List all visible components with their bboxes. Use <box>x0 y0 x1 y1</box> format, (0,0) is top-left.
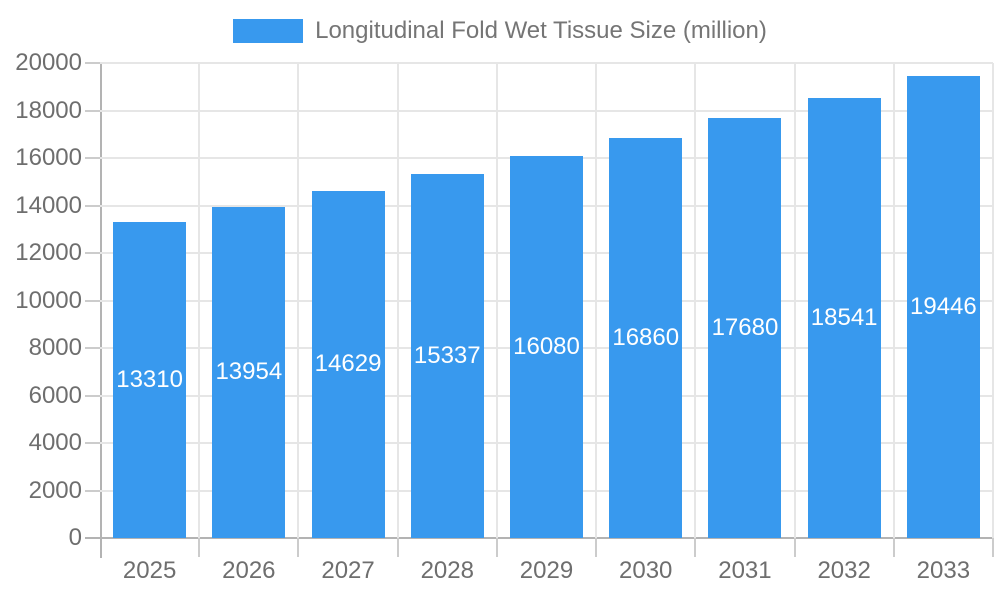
gridline-vertical <box>495 63 498 538</box>
gridline-vertical <box>396 63 399 538</box>
x-axis-label: 2027 <box>321 557 375 584</box>
bar-value-label: 13310 <box>116 365 183 393</box>
y-axis-label: 8000 <box>28 334 82 361</box>
y-axis-label: 12000 <box>15 239 82 266</box>
bar-2031[interactable]: 17680 <box>708 118 782 538</box>
x-axis-label: 2031 <box>718 557 772 584</box>
y-axis-label: 0 <box>68 524 82 551</box>
bar-value-label: 18541 <box>810 303 878 331</box>
y-axis-label: 16000 <box>15 144 82 171</box>
y-axis-line <box>100 63 102 558</box>
gridline-vertical <box>297 63 300 538</box>
x-axis-tick <box>297 538 300 557</box>
gridline-horizontal <box>100 62 993 64</box>
gridline-vertical <box>992 63 994 538</box>
x-axis-label: 2030 <box>619 557 673 584</box>
y-axis-label: 20000 <box>15 49 82 76</box>
x-axis-tick <box>198 538 201 557</box>
bar-value-label: 15337 <box>413 341 481 369</box>
plot-area: 13310 13954 14629 15337 16080 16860 17680 18541… <box>100 62 994 538</box>
bar-2027[interactable]: 14629 <box>311 190 385 538</box>
x-axis-tick <box>694 538 697 557</box>
bar-2032[interactable]: 18541 <box>807 97 881 538</box>
y-axis-tick <box>85 299 100 302</box>
x-axis-tick <box>992 538 994 557</box>
bar-value-label: 13954 <box>215 358 283 386</box>
bar-value-label: 16080 <box>513 333 580 361</box>
y-axis-label: 14000 <box>15 191 82 219</box>
bar-value-label: 19446 <box>910 293 977 321</box>
bar-value-label: 16860 <box>612 323 680 351</box>
legend-label: Longitudinal Fold Wet Tissue Size (milli… <box>315 17 767 44</box>
legend-swatch <box>233 19 304 43</box>
y-axis-label: 6000 <box>28 381 82 409</box>
bar-value-label: 14629 <box>314 350 382 378</box>
y-axis-tick <box>85 109 100 112</box>
x-axis-tick <box>793 538 796 557</box>
y-axis-tick <box>85 442 100 444</box>
y-axis-tick <box>85 489 100 492</box>
gridline-vertical <box>595 63 598 538</box>
bar-2026[interactable]: 13954 <box>212 206 286 538</box>
gridline-vertical <box>793 63 796 538</box>
y-axis-label: 18000 <box>15 96 82 124</box>
gridline-horizontal <box>100 109 993 112</box>
x-axis-tick <box>892 538 895 557</box>
x-axis-label: 2033 <box>916 557 971 584</box>
bar-2033[interactable]: 19446 <box>906 76 980 538</box>
x-axis-label: 2025 <box>122 557 177 584</box>
x-axis-tick <box>396 538 399 557</box>
y-axis-tick <box>85 347 100 349</box>
x-axis-label: 2026 <box>222 557 276 584</box>
bar-2025[interactable]: 13310 <box>113 221 187 538</box>
bar-value-label: 17680 <box>711 314 779 342</box>
chart-legend[interactable]: Longitudinal Fold Wet Tissue Size (milli… <box>0 16 1000 46</box>
y-axis-label: 2000 <box>28 476 82 504</box>
y-axis-tick <box>85 204 100 207</box>
y-axis-tick <box>85 394 100 397</box>
gridline-vertical <box>892 63 895 538</box>
y-axis-label: 4000 <box>28 429 82 456</box>
y-axis-tick <box>85 252 100 254</box>
y-axis-label: 10000 <box>15 286 82 314</box>
x-axis-label: 2028 <box>420 557 474 584</box>
x-axis-label: 2029 <box>519 557 574 584</box>
x-axis-line <box>85 537 994 539</box>
gridline-vertical <box>198 63 201 538</box>
x-axis-tick <box>495 538 498 557</box>
bar-2030[interactable]: 16860 <box>609 137 683 538</box>
x-axis-label: 2032 <box>817 557 871 584</box>
y-axis-tick <box>85 157 100 159</box>
bar-2028[interactable]: 15337 <box>410 173 484 538</box>
gridline-vertical <box>694 63 697 538</box>
x-axis-tick <box>595 538 598 557</box>
y-axis-tick <box>85 62 100 64</box>
bar-2029[interactable]: 16080 <box>510 156 583 538</box>
